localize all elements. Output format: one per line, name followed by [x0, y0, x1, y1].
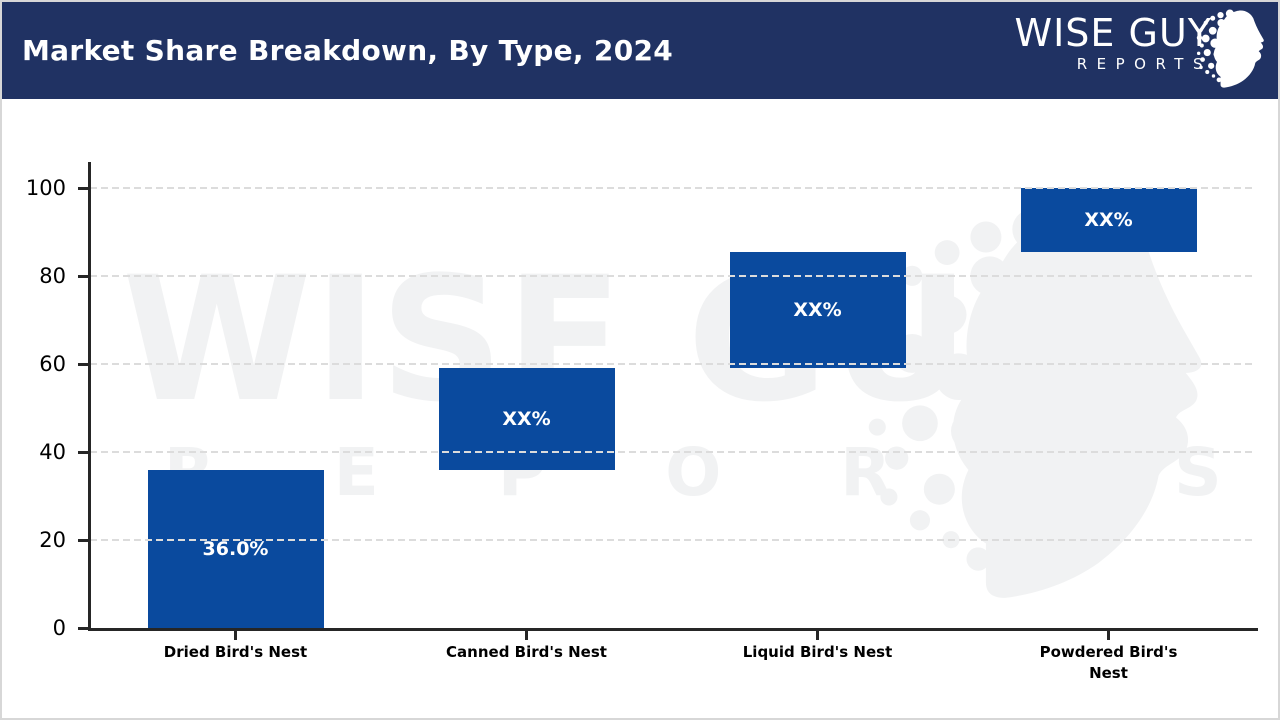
y-tick-label: 60: [39, 352, 66, 376]
y-tick-mark: [78, 450, 90, 454]
x-tick-label: Powdered Bird's Nest: [1039, 643, 1178, 682]
x-tick-mark: [1107, 631, 1110, 640]
bar-value-label: 36.0%: [202, 537, 269, 560]
page-title: Market Share Breakdown, By Type, 2024: [22, 34, 674, 67]
x-axis-spine: [88, 628, 1258, 631]
brand-logo-line2: REPORTS: [1076, 54, 1212, 73]
x-tick-label: Liquid Bird's Nest: [742, 643, 893, 661]
brand-logo: WISE GUY REPORTS: [1014, 2, 1274, 99]
y-axis-spine: [88, 162, 91, 631]
y-tick-mark: [78, 274, 90, 278]
x-axis-labels: Dried Bird's Nest Canned Bird's Nest Liqui…: [90, 639, 1254, 699]
brand-logo-text: WISE GUY REPORTS: [1014, 11, 1212, 73]
bar-value-label: XX%: [793, 299, 842, 322]
grid-line: [90, 539, 1254, 541]
y-tick-label: 100: [25, 176, 66, 200]
y-tick-label: 0: [52, 616, 66, 640]
y-tick-mark: [78, 186, 90, 190]
grid-line: [90, 451, 1254, 453]
brand-logo-line1: WISE GUY: [1014, 11, 1212, 55]
x-tick-mark: [234, 631, 237, 640]
bar-segment: XX%: [729, 251, 906, 369]
bar-value-label: XX%: [1084, 208, 1133, 231]
y-tick-label: 40: [39, 440, 66, 464]
bar-segment: XX%: [438, 368, 615, 470]
y-axis: 0 20 40 60 80 100: [2, 162, 90, 640]
y-tick-label: 80: [39, 264, 66, 288]
grid-line: [90, 363, 1254, 365]
x-tick-mark: [816, 631, 819, 640]
y-tick-mark: [78, 538, 90, 542]
bar-value-label: XX%: [502, 408, 551, 431]
y-tick-mark: [78, 362, 90, 366]
x-tick-mark: [525, 631, 528, 640]
x-tick-label: Canned Bird's Nest: [446, 643, 607, 661]
plot-area: 36.0% XX% XX% XX%: [90, 162, 1254, 628]
bar-segment: XX%: [1020, 188, 1197, 252]
grid-line: [90, 275, 1254, 277]
bar-segment: 36.0%: [147, 469, 324, 628]
y-tick-mark: [78, 626, 90, 630]
y-tick-label: 20: [39, 528, 66, 552]
x-tick-label: Dried Bird's Nest: [163, 643, 308, 661]
header-bar: Market Share Breakdown, By Type, 2024 WI…: [2, 2, 1278, 99]
brand-face-icon: [1194, 8, 1272, 94]
grid-line: [90, 187, 1254, 189]
